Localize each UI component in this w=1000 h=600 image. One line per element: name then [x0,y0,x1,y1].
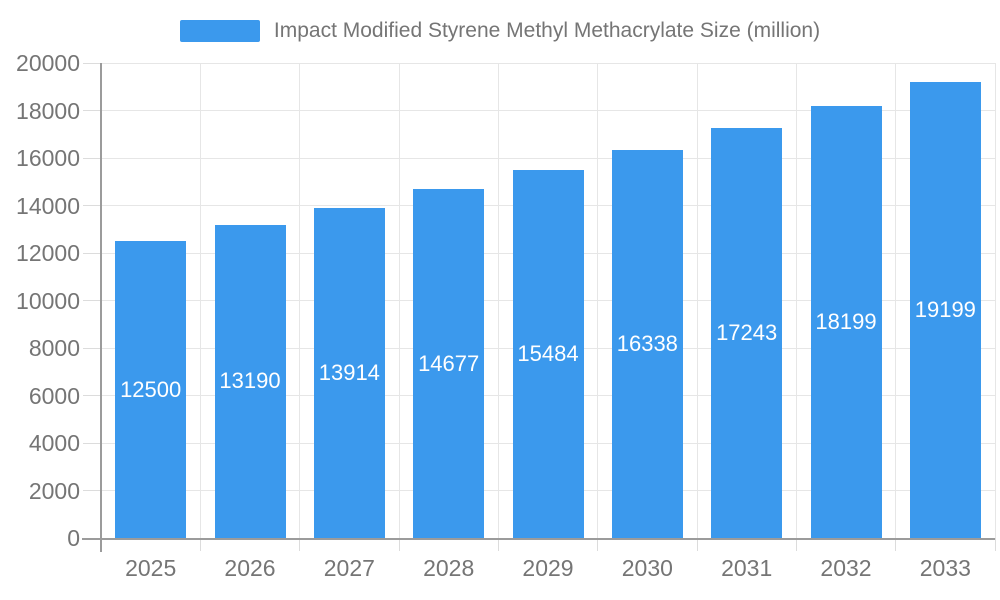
v-gridline [497,63,499,538]
y-tick-label: 12000 [16,240,80,266]
bar-value-label: 13190 [219,368,281,394]
v-gridline [299,63,301,538]
h-gridline [101,62,995,64]
y-tick-label: 14000 [16,192,80,219]
y-tick [83,252,101,254]
x-tick [497,538,499,551]
bar[interactable] [413,189,485,538]
x-tick-label: 2029 [522,555,574,581]
x-tick-label: 2028 [423,555,475,581]
x-tick-label: 2025 [125,555,177,581]
v-gridline [398,63,400,538]
y-tick [83,347,101,349]
legend-item[interactable]: Impact Modified Styrene Methyl Methacryl… [179,19,821,43]
x-tick-label: 2026 [224,555,276,581]
bar-value-label: 12500 [120,376,182,402]
y-tick-label: 2000 [28,477,80,504]
y-tick-label: 20000 [16,50,80,76]
x-tick-label: 2030 [621,555,673,581]
bar-value-label: 18199 [815,308,877,334]
y-tick [83,300,101,301]
bar[interactable] [711,128,783,538]
bar-value-label: 19199 [914,297,976,322]
x-tick [895,538,897,551]
legend: Impact Modified Styrene Methyl Methacryl… [0,19,1000,43]
bar[interactable] [512,170,584,538]
legend-label: Impact Modified Styrene Methyl Methacryl… [273,19,821,42]
bar[interactable] [115,241,187,538]
bar[interactable] [611,149,683,538]
x-tick [994,538,996,551]
y-tick-label: 4000 [28,430,80,456]
y-tick [83,395,101,396]
bar[interactable] [214,224,286,538]
x-tick-label: 2032 [820,555,872,581]
h-gridline [101,110,995,111]
v-gridline [696,63,698,538]
bar-value-label: 15484 [517,341,579,367]
v-gridline [597,63,599,538]
bar-value-label: 17243 [716,320,778,346]
y-tick-label: 0 [67,525,80,551]
y-tick [83,62,101,64]
x-tick [398,538,400,551]
bar[interactable] [313,207,385,538]
legend-swatch-icon [179,20,260,42]
h-gridline [101,157,995,159]
x-tick [696,538,698,551]
v-gridline [895,63,897,538]
x-tick-label: 2033 [919,555,971,581]
y-tick [83,490,101,491]
y-tick-label: 10000 [16,287,80,314]
v-gridline [994,63,996,538]
y-tick-label: 18000 [16,97,80,124]
x-tick [795,538,797,551]
bar-value-label: 14677 [418,350,480,376]
bar-value-label: 16338 [616,330,678,356]
bar-value-label: 13914 [318,359,380,385]
x-tick-label: 2027 [323,555,375,581]
y-axis [100,63,102,552]
x-tick-label: 2031 [721,555,773,581]
v-gridline [795,63,797,538]
y-tick [83,442,101,444]
x-tick [597,538,599,551]
bar[interactable] [909,82,981,538]
y-tick-label: 16000 [16,145,80,171]
y-tick [83,157,101,159]
y-tick [83,110,101,111]
bar[interactable] [810,105,882,538]
x-tick [299,538,301,551]
y-tick [83,205,101,206]
x-tick [199,538,201,551]
x-axis [82,538,995,540]
v-gridline [199,63,201,538]
y-tick-label: 8000 [28,335,80,361]
y-tick-label: 6000 [28,382,80,409]
